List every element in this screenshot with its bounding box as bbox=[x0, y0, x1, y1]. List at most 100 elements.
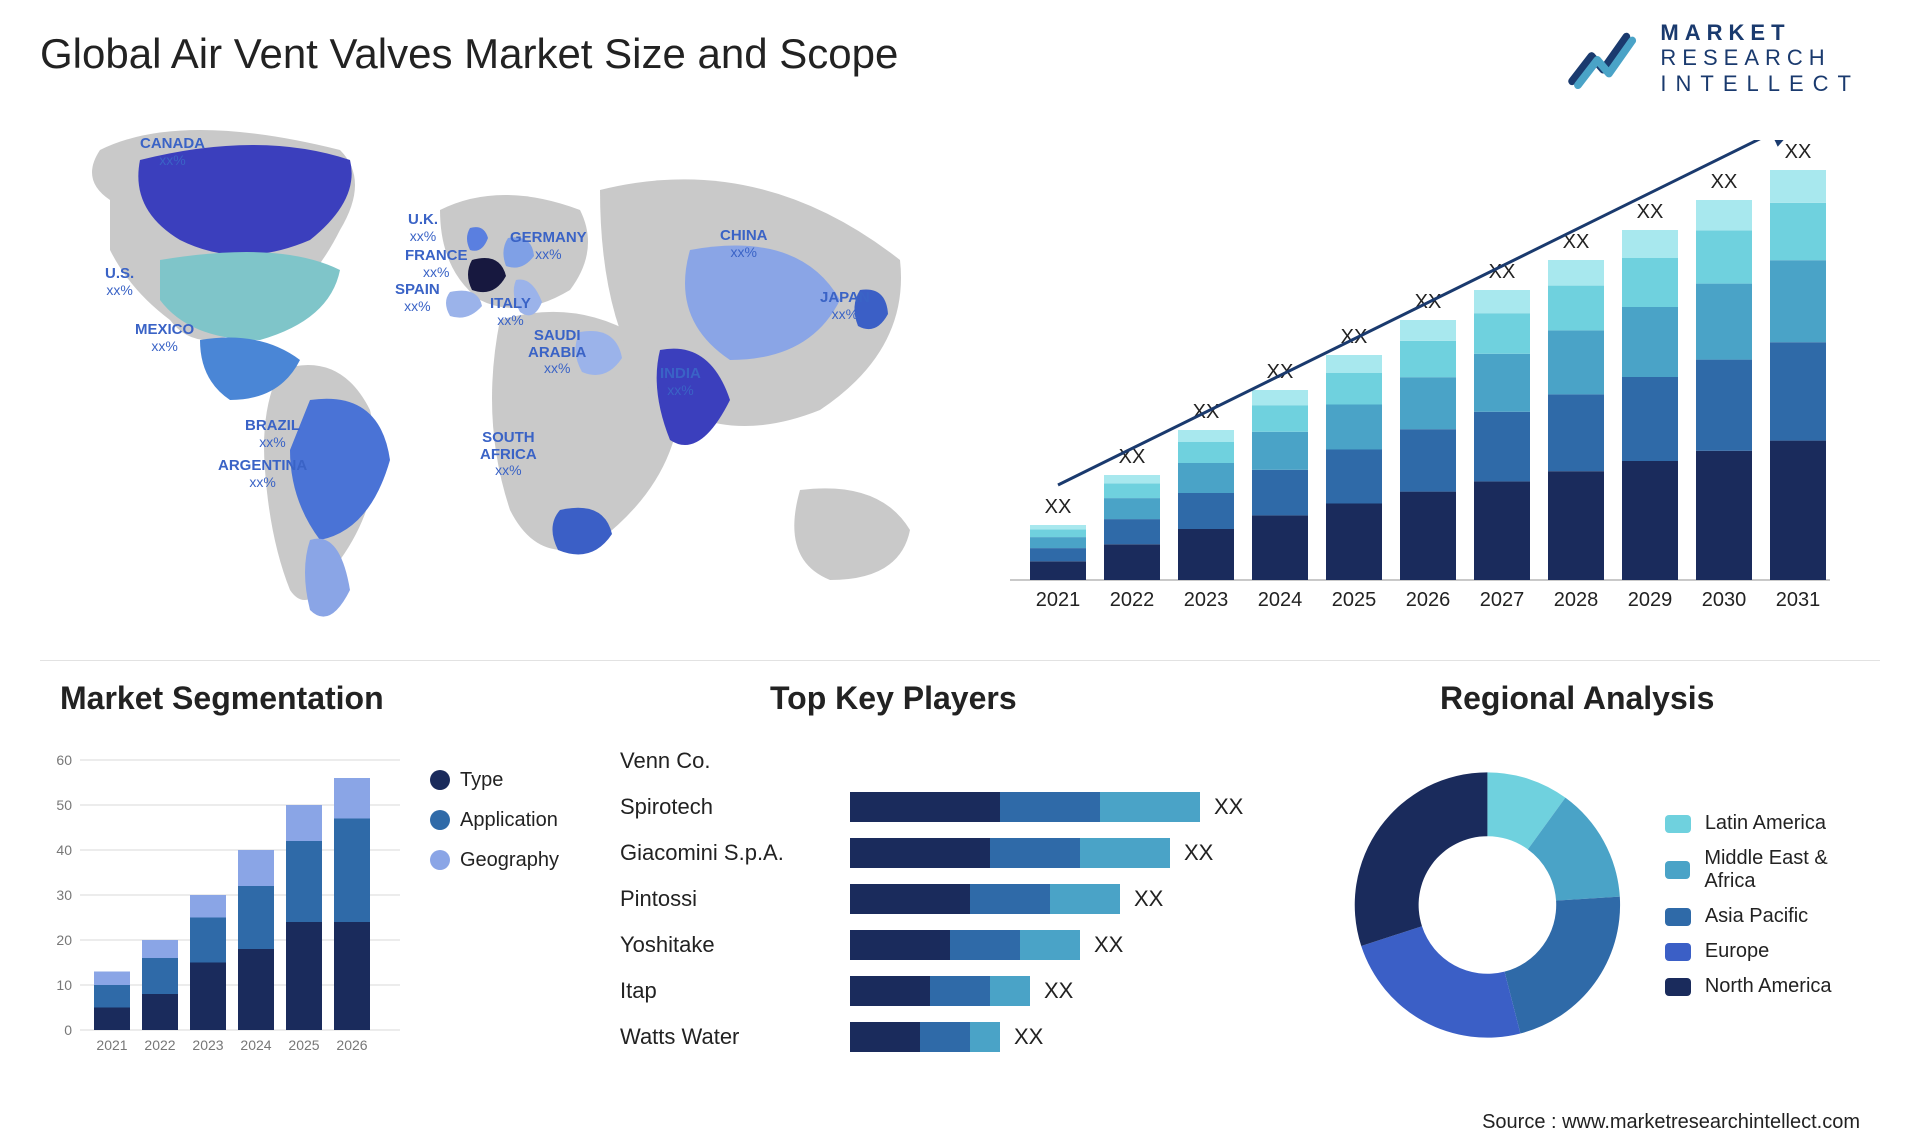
map-label: U.K.xx% bbox=[408, 212, 438, 244]
svg-text:2027: 2027 bbox=[1480, 589, 1525, 611]
tkp-bar-segment bbox=[990, 976, 1030, 1006]
tkp-bar-segment bbox=[1080, 838, 1170, 868]
tkp-value: XX bbox=[1014, 1024, 1043, 1050]
regional-heading: Regional Analysis bbox=[1440, 680, 1714, 717]
tkp-value: XX bbox=[1214, 794, 1243, 820]
tkp-bar-segment bbox=[930, 976, 990, 1006]
tkp-row: Giacomini S.p.A.XX bbox=[620, 832, 1340, 874]
svg-text:2022: 2022 bbox=[144, 1037, 175, 1053]
logo-line3: INTELLECT bbox=[1660, 71, 1860, 96]
regional-donut: Latin America Middle East & Africa Asia Pa… bbox=[1340, 740, 1880, 1070]
svg-text:2022: 2022 bbox=[1110, 589, 1155, 611]
logo-line1: MARKET bbox=[1660, 20, 1860, 45]
svg-text:60: 60 bbox=[56, 752, 72, 768]
legend-swatch bbox=[1665, 943, 1691, 961]
tkp-bar bbox=[850, 838, 1170, 868]
section-divider bbox=[40, 660, 1880, 661]
svg-text:Application: Application bbox=[460, 809, 558, 831]
tkp-bar-segment bbox=[850, 1022, 920, 1052]
svg-text:2026: 2026 bbox=[1406, 589, 1451, 611]
region-legend-item: Latin America bbox=[1665, 812, 1880, 835]
svg-text:2026: 2026 bbox=[336, 1037, 367, 1053]
tkp-bar-segment bbox=[1000, 792, 1100, 822]
svg-text:2028: 2028 bbox=[1554, 589, 1599, 611]
svg-text:2024: 2024 bbox=[240, 1037, 271, 1053]
tkp-bar-segment bbox=[950, 930, 1020, 960]
tkp-name: Venn Co. bbox=[620, 748, 850, 774]
tkp-name: Yoshitake bbox=[620, 932, 850, 958]
tkp-bar-segment bbox=[850, 884, 970, 914]
legend-label: Asia Pacific bbox=[1705, 905, 1808, 928]
legend-label: Middle East & Africa bbox=[1704, 847, 1880, 893]
legend-swatch bbox=[1665, 815, 1691, 833]
map-label: MEXICOxx% bbox=[135, 322, 194, 354]
tkp-bar bbox=[850, 792, 1200, 822]
legend-swatch bbox=[1665, 861, 1691, 879]
tkp-bar bbox=[850, 1022, 1000, 1052]
legend-label: Europe bbox=[1705, 940, 1770, 963]
svg-text:XX: XX bbox=[1785, 141, 1812, 163]
legend-swatch bbox=[1665, 978, 1691, 996]
tkp-row: YoshitakeXX bbox=[620, 924, 1340, 966]
svg-text:XX: XX bbox=[1045, 496, 1072, 518]
map-label: BRAZILxx% bbox=[245, 418, 300, 450]
svg-text:Type: Type bbox=[460, 769, 503, 791]
tkp-row: Venn Co. bbox=[620, 740, 1340, 782]
tkp-value: XX bbox=[1044, 978, 1073, 1004]
tkp-bar bbox=[850, 884, 1120, 914]
tkp-bar-segment bbox=[1100, 792, 1200, 822]
tkp-row: Itap XX bbox=[620, 970, 1340, 1012]
tkp-bar-segment bbox=[850, 792, 1000, 822]
svg-text:2031: 2031 bbox=[1776, 589, 1821, 611]
svg-text:10: 10 bbox=[56, 977, 72, 993]
svg-text:Geography: Geography bbox=[460, 849, 559, 871]
svg-text:50: 50 bbox=[56, 797, 72, 813]
map-label: ITALYxx% bbox=[490, 296, 531, 328]
svg-text:2023: 2023 bbox=[1184, 589, 1229, 611]
region-legend-item: Middle East & Africa bbox=[1665, 847, 1880, 893]
legend-label: North America bbox=[1705, 975, 1832, 998]
tkp-bar bbox=[850, 976, 1030, 1006]
svg-text:0: 0 bbox=[64, 1022, 72, 1038]
region-legend-item: North America bbox=[1665, 975, 1880, 998]
tkp-name: Itap bbox=[620, 978, 850, 1004]
logo-icon bbox=[1568, 27, 1646, 89]
tkp-name: Spirotech bbox=[620, 794, 850, 820]
map-label: SPAINxx% bbox=[395, 282, 440, 314]
map-label: SAUDIARABIAxx% bbox=[528, 328, 586, 376]
svg-text:40: 40 bbox=[56, 842, 72, 858]
svg-text:2025: 2025 bbox=[288, 1037, 319, 1053]
tkp-bar-segment bbox=[1050, 884, 1120, 914]
map-label: ARGENTINAxx% bbox=[218, 458, 307, 490]
world-map: CANADAxx%U.S.xx%MEXICOxx%BRAZILxx%ARGENT… bbox=[40, 120, 940, 640]
svg-text:2029: 2029 bbox=[1628, 589, 1673, 611]
svg-text:2030: 2030 bbox=[1702, 589, 1747, 611]
svg-text:30: 30 bbox=[56, 887, 72, 903]
tkp-name: Watts Water bbox=[620, 1024, 850, 1050]
tkp-bar-segment bbox=[970, 884, 1050, 914]
map-label: SOUTHAFRICAxx% bbox=[480, 430, 537, 478]
source-text: Source : www.marketresearchintellect.com bbox=[1482, 1111, 1860, 1134]
tkp-bar-segment bbox=[970, 1022, 1000, 1052]
svg-text:2021: 2021 bbox=[96, 1037, 127, 1053]
svg-text:2023: 2023 bbox=[192, 1037, 223, 1053]
map-label: FRANCExx% bbox=[405, 248, 468, 280]
svg-text:XX: XX bbox=[1711, 171, 1738, 193]
tkp-row: Spirotech XX bbox=[620, 786, 1340, 828]
svg-text:2024: 2024 bbox=[1258, 589, 1303, 611]
tkp-value: XX bbox=[1184, 840, 1213, 866]
svg-text:2025: 2025 bbox=[1332, 589, 1377, 611]
forecast-bar-chart: XX2021XX2022XX2023XX2024XX2025XX2026XX20… bbox=[980, 140, 1840, 620]
tkp-row: Watts Water XX bbox=[620, 1016, 1340, 1058]
brand-logo: MARKET RESEARCH INTELLECT bbox=[1568, 20, 1860, 96]
legend-label: Latin America bbox=[1705, 812, 1826, 835]
map-label: CANADAxx% bbox=[140, 136, 205, 168]
tkp-bar-segment bbox=[850, 976, 930, 1006]
region-legend-item: Europe bbox=[1665, 940, 1880, 963]
tkp-bar-segment bbox=[850, 930, 950, 960]
map-label: GERMANYxx% bbox=[510, 230, 587, 262]
map-label: CHINAxx% bbox=[720, 228, 768, 260]
page-title: Global Air Vent Valves Market Size and S… bbox=[40, 30, 898, 78]
svg-text:XX: XX bbox=[1637, 201, 1664, 223]
top-key-players-chart: Venn Co.SpirotechXXGiacomini S.p.A.XXPin… bbox=[620, 740, 1340, 1080]
